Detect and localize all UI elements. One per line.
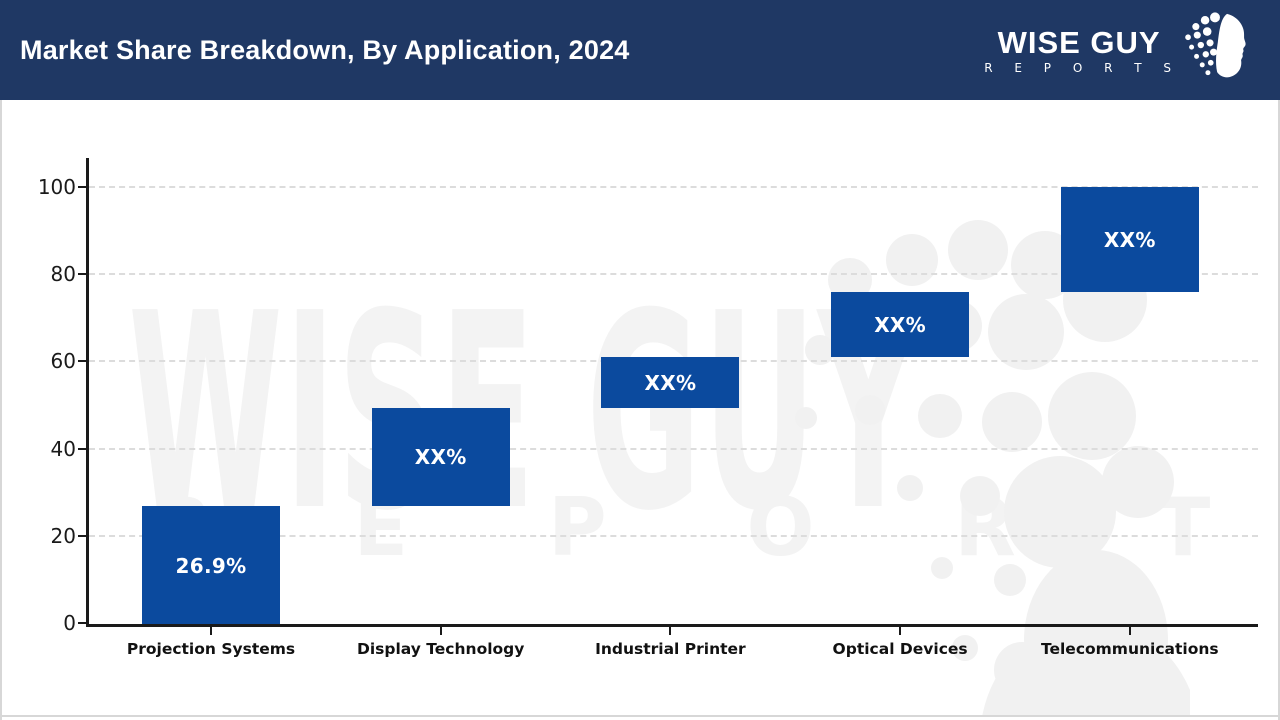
- x-category-label: Industrial Printer: [595, 640, 746, 658]
- y-tick-mark: [78, 447, 86, 450]
- gridline-100: [89, 186, 1258, 188]
- bar-optical-devices: XX%: [831, 292, 970, 358]
- x-tick-mark: [210, 627, 212, 635]
- x-category-label: Display Technology: [356, 640, 525, 658]
- frame-border-bottom: [0, 715, 1280, 717]
- header: Market Share Breakdown, By Application, …: [0, 0, 1280, 100]
- x-tick-mark: [439, 627, 442, 635]
- y-tick-label: 60: [50, 349, 76, 374]
- gridline-20: [89, 534, 1258, 537]
- frame-border-right: [1278, 100, 1280, 720]
- bar-display-technology: XX%: [371, 408, 510, 506]
- y-tick-label: 0: [63, 611, 76, 635]
- y-tick-mark: [78, 622, 86, 624]
- x-tick-mark: [669, 627, 672, 635]
- y-axis-line: [86, 158, 89, 627]
- x-axis-line: [86, 624, 1258, 627]
- brand-subtitle: R E P O R T S: [984, 60, 1180, 75]
- y-tick-mark: [78, 534, 86, 537]
- brand-logo: WISE GUY R E P O R T S: [978, 8, 1254, 92]
- bar-industrial-printer: XX%: [601, 357, 740, 409]
- x-tick-mark: [1128, 627, 1131, 635]
- bar-telecommunications: XX%: [1060, 187, 1199, 293]
- gridline-80: [89, 273, 1258, 276]
- chart-title: Market Share Breakdown, By Application, …: [20, 34, 630, 65]
- y-tick-label: 80: [50, 262, 76, 287]
- frame-border-left: [0, 100, 2, 720]
- y-tick-mark: [78, 186, 86, 188]
- bar-projection-systems: 26.9%: [142, 505, 280, 626]
- bar-value-label: XX%: [644, 370, 697, 395]
- y-tick-mark: [78, 273, 86, 276]
- x-category-label: Projection Systems: [126, 640, 296, 658]
- x-category-label: Telecommunications: [1040, 640, 1219, 658]
- y-tick-label: 100: [37, 175, 76, 199]
- bar-value-label: XX%: [874, 312, 926, 337]
- dotted-head-profile-icon: [1185, 12, 1246, 78]
- brand-wordmark: WISE GUY: [997, 24, 1161, 60]
- brand-logo-text: WISE GUY R E P O R T S: [978, 27, 1180, 74]
- watermark-wordmark: WISE GUY: [128, 255, 921, 570]
- bar-value-label: XX%: [414, 444, 467, 469]
- x-category-label: Optical Devices: [832, 640, 968, 658]
- y-tick-label: 20: [50, 523, 76, 548]
- x-tick-mark: [899, 627, 902, 635]
- bar-value-label: 26.9%: [175, 553, 247, 578]
- bar-value-label: XX%: [1103, 227, 1156, 252]
- y-tick-label: 40: [50, 436, 76, 461]
- gridline-40: [89, 447, 1258, 450]
- y-tick-mark: [78, 360, 86, 363]
